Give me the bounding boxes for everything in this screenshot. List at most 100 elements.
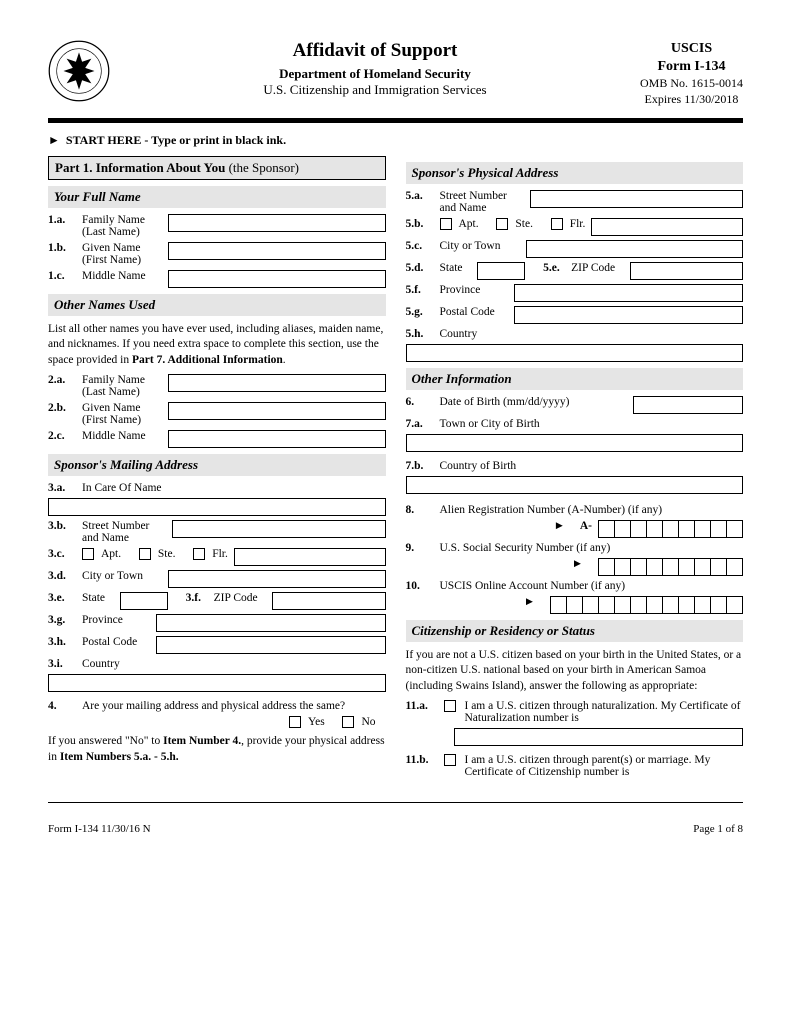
postal-code-input[interactable] [156, 636, 386, 654]
label: ZIP Code [214, 592, 258, 604]
street-input[interactable] [172, 520, 386, 538]
section-physical-address: Sponsor's Physical Address [406, 162, 744, 184]
ssn-input[interactable] [598, 558, 743, 576]
unit-input[interactable] [234, 548, 386, 566]
num: 10. [406, 580, 434, 592]
section-other-info: Other Information [406, 368, 744, 390]
label: Postal Code [440, 306, 508, 318]
apt-checkbox[interactable] [82, 548, 94, 560]
yes-checkbox[interactable] [289, 716, 301, 728]
citizen-naturalization-checkbox[interactable] [444, 700, 456, 712]
label: State [440, 262, 463, 274]
num: 1.b. [48, 242, 76, 254]
in-care-of-input[interactable] [48, 498, 386, 516]
num: 5.d. [406, 262, 434, 274]
num: 3.d. [48, 570, 76, 582]
header-right: USCIS Form I-134 OMB No. 1615-0014 Expir… [640, 40, 743, 108]
num: 3.e. [48, 592, 76, 604]
phys-postal-input[interactable] [514, 306, 744, 324]
num: 3.h. [48, 636, 76, 648]
phys-country-input[interactable] [406, 344, 744, 362]
num: 5.b. [406, 218, 434, 230]
label: Province [82, 614, 150, 626]
phys-ste-checkbox[interactable] [496, 218, 508, 230]
num: 2.c. [48, 430, 76, 442]
label: Are your mailing address and physical ad… [82, 700, 345, 712]
family-name-input[interactable] [168, 214, 386, 232]
num: 7.b. [406, 460, 434, 472]
birth-country-input[interactable] [406, 476, 744, 494]
no-checkbox[interactable] [342, 716, 354, 728]
label: Given Name (First Name) [82, 242, 162, 266]
zip-input[interactable] [272, 592, 385, 610]
given-name-input[interactable] [168, 242, 386, 260]
label: Postal Code [82, 636, 150, 648]
uscis-account-input[interactable] [550, 596, 743, 614]
right-column: Sponsor's Physical Address 5.a.Street Nu… [406, 156, 744, 783]
citizenship-instructions: If you are not a U.S. citizen based on y… [406, 648, 744, 695]
phys-city-input[interactable] [526, 240, 744, 258]
num: 4. [48, 700, 76, 712]
a-prefix: A- [580, 520, 592, 532]
num: 3.g. [48, 614, 76, 626]
num: 1.c. [48, 270, 76, 282]
phys-state-input[interactable] [477, 262, 525, 280]
middle-name-input[interactable] [168, 270, 386, 288]
other-middle-name-input[interactable] [168, 430, 386, 448]
phys-apt-checkbox[interactable] [440, 218, 452, 230]
num: 6. [406, 396, 434, 408]
label: Family Name (Last Name) [82, 374, 162, 398]
phys-unit-input[interactable] [591, 218, 743, 236]
arrow-icon: ► [554, 520, 565, 532]
province-input[interactable] [156, 614, 386, 632]
header: Affidavit of Support Department of Homel… [48, 40, 743, 114]
label: In Care Of Name [82, 482, 162, 494]
other-names-instructions: List all other names you have ever used,… [48, 322, 386, 369]
divider [48, 118, 743, 123]
yes-label: Yes [308, 716, 325, 728]
num: 2.a. [48, 374, 76, 386]
label: ZIP Code [571, 262, 615, 274]
other-family-name-input[interactable] [168, 374, 386, 392]
ste-checkbox[interactable] [139, 548, 151, 560]
no-label: No [361, 716, 375, 728]
a-number-input[interactable] [598, 520, 743, 538]
left-column: Part 1. Information About You (the Spons… [48, 156, 386, 783]
phys-street-input[interactable] [530, 190, 744, 208]
num: 1.a. [48, 214, 76, 226]
footer: Form I-134 11/30/16 N Page 1 of 8 [48, 819, 743, 835]
citizen-parents-checkbox[interactable] [444, 754, 456, 766]
phys-flr-checkbox[interactable] [551, 218, 563, 230]
phys-province-input[interactable] [514, 284, 744, 302]
label: Street Number and Name [82, 520, 166, 544]
q4-note: If you answered "No" to Item Number 4., … [48, 734, 386, 765]
num: 3.f. [186, 592, 208, 604]
arrow-icon: ► [524, 596, 535, 608]
dob-input[interactable] [633, 396, 743, 414]
phys-zip-input[interactable] [630, 262, 743, 280]
label: Country of Birth [440, 460, 517, 472]
apt-label: Apt. [101, 548, 121, 560]
label: Date of Birth (mm/dd/yyyy) [440, 396, 570, 408]
agency: USCIS [640, 40, 743, 58]
flr-checkbox[interactable] [193, 548, 205, 560]
arrow-icon: ► [572, 558, 583, 570]
city-input[interactable] [168, 570, 386, 588]
country-input[interactable] [48, 674, 386, 692]
flr-label: Flr. [212, 548, 228, 560]
label: U.S. Social Security Number (if any) [440, 542, 611, 554]
naturalization-number-input[interactable] [454, 728, 744, 746]
ste-label: Ste. [158, 548, 176, 560]
num: 9. [406, 542, 434, 554]
footer-right: Page 1 of 8 [693, 823, 743, 835]
num: 2.b. [48, 402, 76, 414]
birth-city-input[interactable] [406, 434, 744, 452]
state-input[interactable] [120, 592, 168, 610]
start-here: ► START HERE - Type or print in black in… [48, 133, 743, 148]
section-citizenship: Citizenship or Residency or Status [406, 620, 744, 642]
num: 8. [406, 504, 434, 516]
other-given-name-input[interactable] [168, 402, 386, 420]
label: I am a U.S. citizen through naturalizati… [465, 700, 744, 724]
section-full-name: Your Full Name [48, 186, 386, 208]
label: Middle Name [82, 270, 162, 282]
